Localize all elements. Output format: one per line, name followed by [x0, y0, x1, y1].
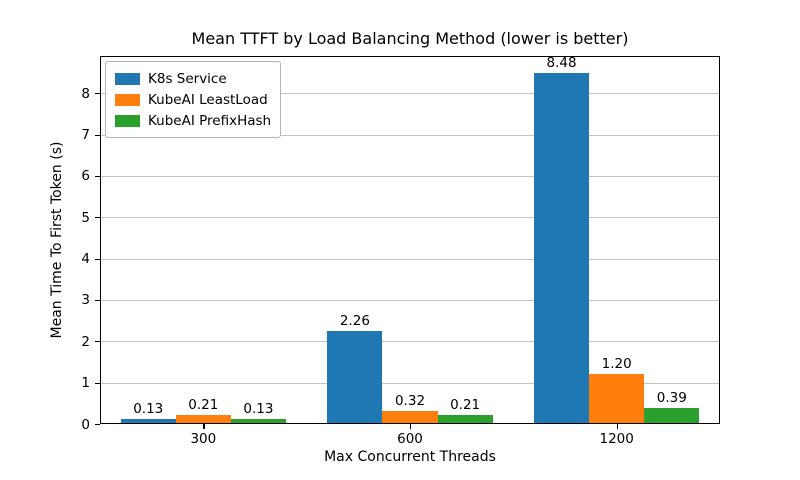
y-tick-mark-6 [95, 175, 100, 178]
x-tick-mark-600 [410, 424, 412, 429]
y-tick-label-1: 1 [81, 375, 90, 392]
bar-k8s-service-1200 [534, 73, 590, 424]
bar-kubeai-leastload-600 [382, 410, 438, 424]
gridline-y-6 [100, 175, 720, 177]
bar-value-label: 0.13 [133, 400, 164, 417]
y-tick-label-6: 6 [81, 168, 90, 185]
chart-title: Mean TTFT by Load Balancing Method (lowe… [191, 29, 629, 48]
legend-swatch-icon [115, 93, 140, 106]
bar-value-label: 0.32 [394, 392, 426, 409]
legend-label: KubeAI LeastLoad [148, 91, 268, 108]
gridline-y-7 [100, 134, 720, 136]
y-tick-mark-7 [95, 134, 100, 136]
y-tick-label-3: 3 [81, 292, 90, 309]
legend-item: KubeAI LeastLoad [115, 89, 271, 110]
gridline-y-3 [100, 299, 720, 301]
y-tick-label-7: 7 [81, 127, 90, 144]
y-tick-label-0: 0 [81, 416, 90, 433]
bar-value-label: 1.20 [601, 356, 632, 373]
bar-kubeai-prefixhash-600 [437, 415, 493, 424]
y-tick-mark-8 [95, 93, 100, 95]
x-tick-mark-300 [203, 424, 205, 429]
gridline-y-8 [100, 93, 720, 95]
gridline-y-2 [100, 341, 720, 343]
legend-swatch-icon [115, 72, 140, 85]
y-tick-mark-4 [95, 258, 100, 260]
bar-value-label: 2.26 [339, 312, 370, 329]
bar-kubeai-leastload-300 [175, 415, 231, 424]
y-tick-mark-0 [95, 424, 100, 426]
x-tick-mark-1200 [616, 424, 618, 429]
x-tick-label-300: 300 [190, 431, 217, 447]
y-tick-label-5: 5 [81, 209, 90, 226]
y-tick-mark-5 [95, 217, 100, 219]
bar-k8s-service-300 [120, 418, 176, 424]
bar-value-label: 0.39 [656, 389, 687, 406]
y-tick-mark-3 [95, 299, 100, 302]
legend-label: K8s Service [148, 70, 227, 87]
y-tick-label-4: 4 [81, 251, 90, 268]
x-tick-label-600: 600 [397, 431, 423, 447]
bar-value-label: 0.13 [243, 400, 274, 417]
legend-swatch-icon [115, 114, 140, 127]
gridline-y-4 [100, 258, 720, 260]
bar-kubeai-prefixhash-300 [230, 418, 286, 424]
bar-value-label: 0.21 [188, 397, 219, 414]
bar-kubeai-leastload-1200 [589, 374, 645, 424]
gridline-y-5 [100, 217, 720, 219]
bar-k8s-service-600 [327, 330, 383, 424]
y-tick-label-8: 8 [81, 85, 90, 102]
legend-item: K8s Service [115, 68, 271, 89]
bar-value-label: 8.48 [546, 55, 577, 72]
gridline-y-1 [100, 382, 720, 384]
y-tick-label-2: 2 [81, 333, 90, 350]
bar-value-label: 0.21 [450, 397, 481, 414]
y-tick-mark-1 [95, 382, 100, 384]
plot-area: 0.13 2.26 8.48 0.21 0.32 1.20 0.13 0.21 0.39 K8s… [100, 55, 720, 424]
legend-label: KubeAI PrefixHash [148, 112, 272, 129]
bar-kubeai-prefixhash-1200 [644, 407, 700, 424]
legend: K8s Service KubeAI LeastLoad KubeAI Prefix… [105, 61, 282, 138]
x-tick-label-1200: 1200 [599, 431, 634, 447]
legend-item: KubeAI PrefixHash [115, 110, 271, 131]
x-axis-label: Max Concurrent Threads [324, 449, 496, 465]
y-tick-mark-2 [95, 341, 100, 343]
